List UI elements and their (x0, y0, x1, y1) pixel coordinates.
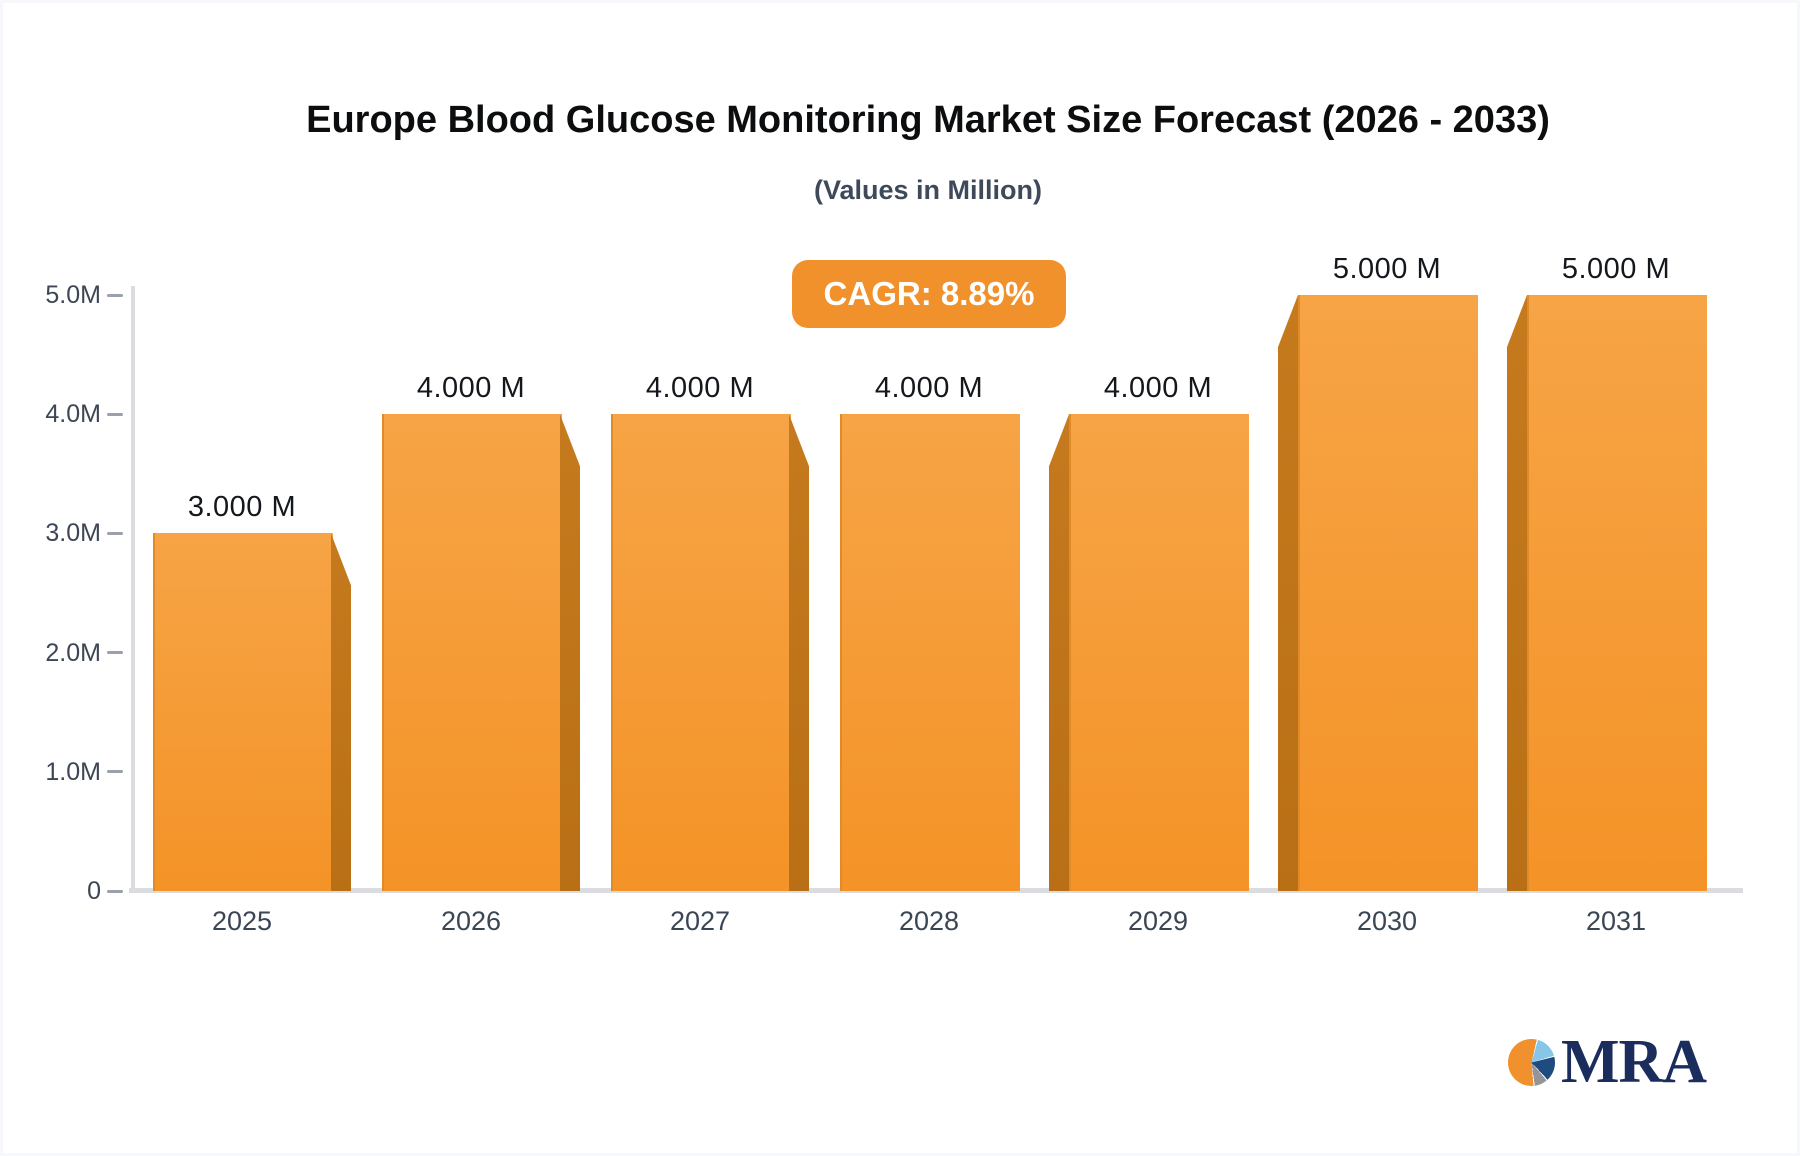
cagr-badge: CAGR: 8.89% (792, 260, 1066, 328)
x-axis-label-2029: 2029 (1127, 906, 1189, 936)
bar-2028 (840, 414, 1020, 891)
bar-2025-side-face (331, 533, 351, 891)
y-axis-tick-mark (107, 412, 123, 416)
bar-2027-side-face (789, 414, 809, 891)
bar-2026-side-face (560, 414, 580, 891)
bar-value-label-2026: 4.000 M (416, 372, 526, 405)
bar-2026 (382, 414, 562, 891)
mra-logo: MRA (1508, 1028, 1707, 1096)
x-axis-label-2031: 2031 (1585, 906, 1647, 936)
y-axis-tick-label: 0 (87, 877, 101, 905)
y-axis-tick-mark (107, 293, 123, 297)
bar-2029-side-face (1049, 414, 1069, 891)
bar-2030-side-face (1278, 295, 1298, 891)
y-axis-tick-label: 2.0M (45, 638, 101, 667)
cagr-badge-label: CAGR: 8.89% (823, 275, 1035, 312)
y-axis-tick-label: 4.0M (45, 400, 101, 429)
y-axis-tick-mark (107, 531, 123, 535)
bar-2031 (1527, 295, 1707, 891)
x-axis-label-2025: 2025 (211, 906, 273, 936)
x-axis-label-2026: 2026 (440, 906, 502, 936)
bar-2025 (153, 533, 333, 891)
y-axis-tick-label: 5.0M (45, 281, 101, 309)
bar-value-label-2029: 4.000 M (1103, 372, 1213, 405)
bar-value-label-2028: 4.000 M (874, 372, 984, 405)
bar-2031-side-face (1507, 295, 1527, 891)
bar-value-label-2025: 3.000 M (187, 491, 297, 524)
bar-2027 (611, 414, 791, 891)
y-axis-tick-mark (107, 651, 123, 655)
y-axis-tick-mark (107, 889, 123, 893)
bar-2030 (1298, 295, 1478, 891)
pie-chart-logo-icon (1508, 1039, 1555, 1086)
chart-subtitle: (Values in Million) (813, 175, 1043, 205)
x-axis-label-2030: 2030 (1356, 906, 1418, 936)
bar-value-label-2030: 5.000 M (1332, 253, 1442, 285)
bar-2029 (1069, 414, 1249, 891)
logo-text: MRA (1561, 1028, 1707, 1096)
x-axis-label-2028: 2028 (898, 906, 960, 936)
y-axis-tick-mark (107, 770, 123, 774)
x-axis-label-2027: 2027 (669, 906, 731, 936)
y-axis-tick-label: 1.0M (45, 757, 101, 786)
chart-title: Europe Blood Glucose Monitoring Market S… (306, 99, 1550, 141)
y-axis-tick-label: 3.0M (45, 519, 101, 548)
bar-value-label-2031: 5.000 M (1561, 253, 1671, 285)
y-axis-line (131, 286, 135, 893)
bar-value-label-2027: 4.000 M (645, 372, 755, 405)
